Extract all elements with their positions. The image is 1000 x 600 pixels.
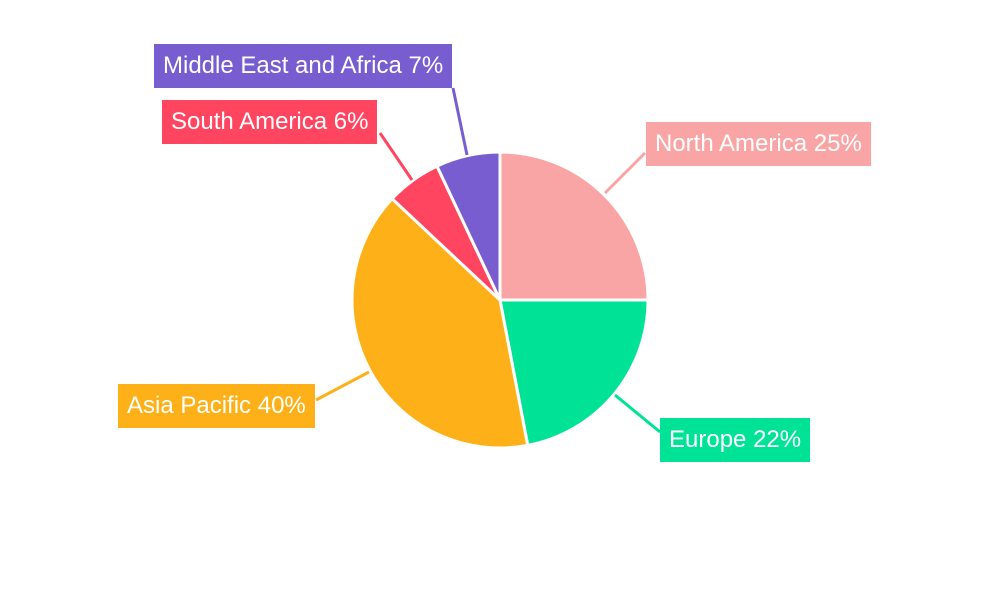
data-label: Europe 22%	[660, 418, 811, 462]
data-label-name: Middle East and Africa	[163, 52, 402, 79]
pie-slice-europe[interactable]	[498, 298, 650, 448]
pie-slice-asia-pacific[interactable]	[350, 196, 530, 450]
data-label: North America 25%	[646, 122, 871, 166]
data-label-value: 6	[333, 108, 348, 135]
pie-slice-north-america[interactable]	[498, 150, 650, 302]
pie-slice-middle-east-and-africa[interactable]	[434, 150, 502, 301]
data-label-value: 7	[408, 52, 422, 79]
data-label-unit: %	[421, 52, 444, 79]
leader-line	[451, 87, 469, 156]
leader-line	[315, 370, 370, 402]
leader-line	[378, 132, 414, 181]
data-label-name: North America	[655, 130, 808, 157]
data-label-name: Europe	[669, 426, 747, 453]
data-label-name: Asia Pacific	[127, 392, 252, 419]
data-label: South America 6%	[162, 100, 378, 144]
data-label-unit: %	[284, 392, 306, 419]
data-label: Asia Pacific 40%	[118, 384, 315, 428]
data-label-value: 25	[813, 130, 841, 157]
data-label: Middle East and Africa 7%	[154, 44, 453, 88]
data-label-value: 22	[753, 426, 780, 453]
data-label-value: 40	[257, 392, 285, 419]
data-label-unit: %	[347, 108, 369, 135]
data-label-name: South America	[171, 108, 328, 135]
leader-line	[603, 151, 647, 195]
data-label-unit: %	[779, 426, 802, 453]
data-label-unit: %	[840, 130, 862, 157]
leader-line	[614, 393, 661, 434]
